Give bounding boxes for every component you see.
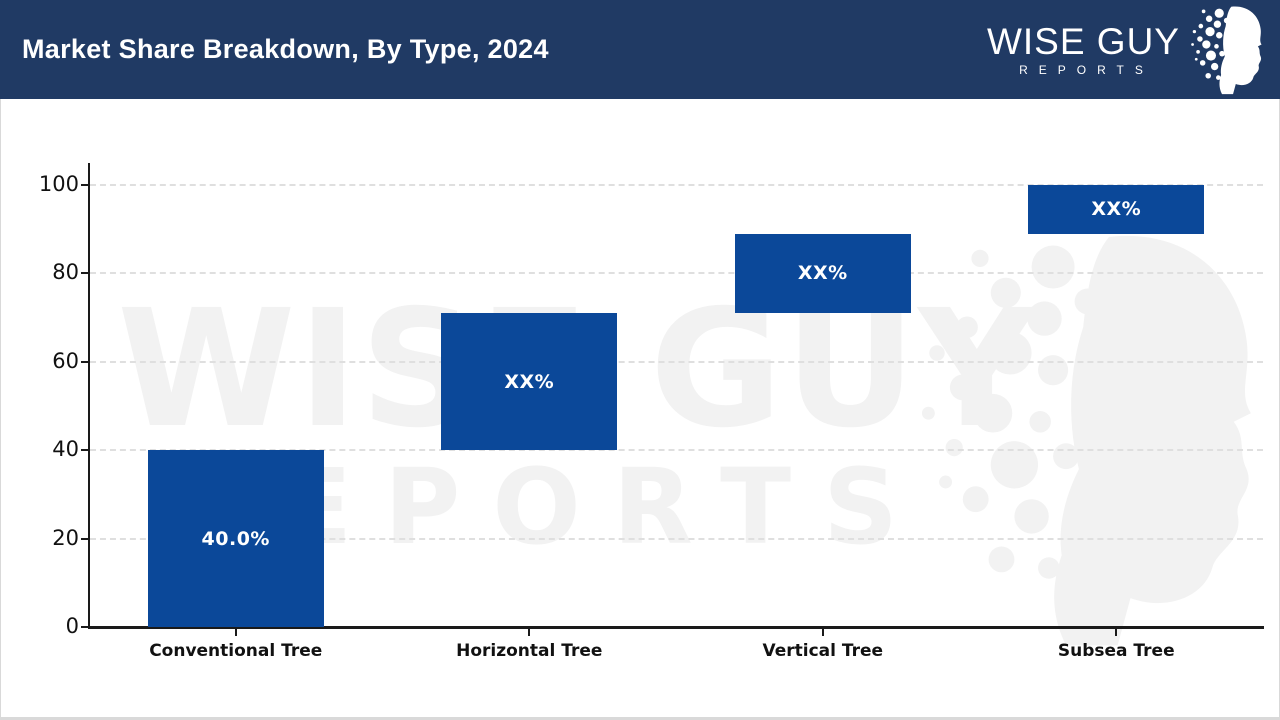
wiseguy-head-icon bbox=[1191, 6, 1262, 94]
y-tick-mark bbox=[81, 184, 88, 186]
gridline-100 bbox=[90, 184, 1263, 186]
y-axis-tick-label: 60 bbox=[52, 348, 79, 373]
x-tick-mark bbox=[1115, 629, 1118, 636]
y-axis-tick-label: 80 bbox=[52, 260, 79, 285]
bar-value-label: XX% bbox=[1091, 198, 1142, 221]
bottom-divider bbox=[0, 717, 1280, 720]
gridline-60 bbox=[90, 360, 1263, 363]
x-axis-line bbox=[88, 626, 1264, 629]
bar-value-label: XX% bbox=[797, 262, 848, 285]
logo-name: WISE GUY bbox=[986, 20, 1180, 62]
y-axis-line bbox=[88, 163, 90, 629]
y-tick-mark bbox=[81, 449, 88, 452]
y-tick-mark bbox=[81, 272, 88, 275]
x-tick-mark bbox=[234, 629, 237, 636]
x-category-label: Horizontal Tree bbox=[456, 641, 603, 661]
wise-guy-reports-logo: WISE GUY REPORTS bbox=[987, 4, 1270, 96]
bar-horizontal-tree: XX% bbox=[441, 313, 618, 451]
y-axis-tick-label: 100 bbox=[38, 172, 79, 196]
bar-conventional-tree: 40.0% bbox=[147, 450, 324, 627]
logo-text: WISE GUY REPORTS bbox=[987, 23, 1180, 77]
y-axis-tick-label: 0 bbox=[65, 614, 79, 638]
gridline-20 bbox=[90, 537, 1263, 540]
chart-area: WISE GUY REPORTS 0 20 40 60 80 100 40.0% Conven… bbox=[0, 99, 1280, 720]
page-title: Market Share Breakdown, By Type, 2024 bbox=[22, 34, 549, 64]
x-tick-mark bbox=[528, 629, 531, 636]
y-axis-tick-label: 40 bbox=[52, 437, 79, 462]
x-category-label: Vertical Tree bbox=[762, 641, 884, 661]
watermark-head-graphic bbox=[921, 235, 1251, 646]
x-category-label: Conventional Tree bbox=[149, 641, 323, 661]
gridline-40 bbox=[90, 449, 1263, 452]
bar-value-label: XX% bbox=[504, 370, 555, 393]
y-tick-mark bbox=[81, 537, 88, 540]
y-axis-tick-label: 20 bbox=[52, 525, 79, 550]
y-tick-mark bbox=[81, 626, 88, 628]
y-tick-mark bbox=[81, 360, 88, 363]
x-category-label: Subsea Tree bbox=[1057, 641, 1175, 661]
header-bar: Market Share Breakdown, By Type, 2024 WI… bbox=[0, 0, 1280, 99]
x-tick-mark bbox=[821, 629, 824, 636]
gridline-80 bbox=[90, 272, 1263, 275]
bar-subsea-tree: XX% bbox=[1028, 185, 1205, 234]
logo-subtitle: REPORTS bbox=[1019, 62, 1154, 77]
bar-value-label: 40.0% bbox=[201, 527, 270, 550]
bar-vertical-tree: XX% bbox=[734, 233, 911, 314]
